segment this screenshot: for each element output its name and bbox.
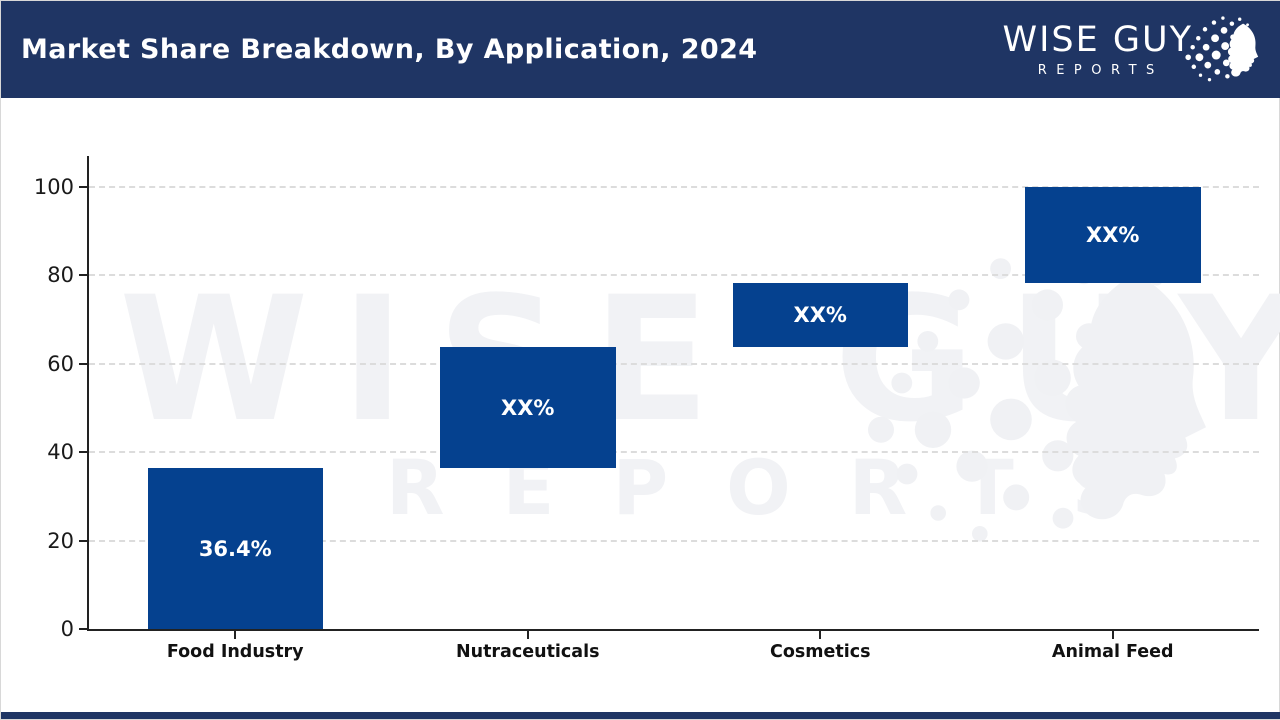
bar-food-industry: 36.4% xyxy=(147,468,323,629)
gridline xyxy=(89,539,1259,542)
y-axis-line xyxy=(87,156,89,629)
y-axis-tick xyxy=(79,628,87,630)
y-axis-tick xyxy=(79,186,87,188)
x-axis-category-label: Cosmetics xyxy=(769,642,871,662)
chart-title: Market Share Breakdown, By Application, … xyxy=(21,34,758,65)
plot-field: 0 20 40 60 80 100 36.4% XX% XX% XX% xyxy=(34,175,1259,641)
gridline xyxy=(89,186,1259,188)
x-axis-category-label: Animal Feed xyxy=(1051,642,1174,662)
bar-animal-feed: XX% xyxy=(1025,187,1201,284)
gridline xyxy=(89,451,1259,454)
y-axis-tick-label: 80 xyxy=(47,263,74,288)
x-axis-category-label: Food Industry xyxy=(166,642,304,662)
y-axis-tick xyxy=(79,451,87,454)
wise-guy-reports-logo: WISE GUY REPORTS xyxy=(1002,10,1261,90)
x-axis-tick xyxy=(1111,631,1114,639)
y-axis-tick-label: 40 xyxy=(47,440,74,465)
y-axis-tick-label: 20 xyxy=(47,528,74,553)
bar-value-label: XX% xyxy=(793,303,847,328)
x-axis-category-label: Nutraceuticals xyxy=(455,642,600,662)
logo-subtitle: REPORTS xyxy=(1037,62,1164,78)
x-axis-tick xyxy=(526,631,529,639)
x-axis-line xyxy=(87,629,1259,631)
bar-value-label: 36.4% xyxy=(198,536,272,561)
y-axis-tick-label: 100 xyxy=(33,175,74,199)
footer-bar xyxy=(1,712,1280,719)
logo-wordmark: WISE GUY xyxy=(1002,19,1193,60)
dotted-head-profile-icon xyxy=(1185,15,1259,81)
bar-value-label: XX% xyxy=(1086,223,1140,248)
y-axis-tick xyxy=(79,539,87,542)
bar-value-label: XX% xyxy=(501,395,555,420)
logo-text: WISE GUY REPORTS xyxy=(1002,19,1193,78)
bar-nutraceuticals: XX% xyxy=(440,347,616,469)
y-axis-tick-label: 60 xyxy=(47,351,74,376)
gridline xyxy=(89,274,1259,277)
header-bar: Market Share Breakdown, By Application, … xyxy=(1,1,1280,98)
bar-cosmetics: XX% xyxy=(732,283,908,348)
x-axis-tick xyxy=(819,631,822,639)
y-axis-tick-label: 0 xyxy=(60,617,74,641)
x-axis-tick xyxy=(234,631,237,639)
gridline xyxy=(89,362,1259,365)
y-axis-tick xyxy=(79,274,87,277)
y-axis-tick xyxy=(79,362,87,365)
plot-area: 0 20 40 60 80 100 36.4% XX% XX% XX% Food Industry… xyxy=(34,156,1259,662)
